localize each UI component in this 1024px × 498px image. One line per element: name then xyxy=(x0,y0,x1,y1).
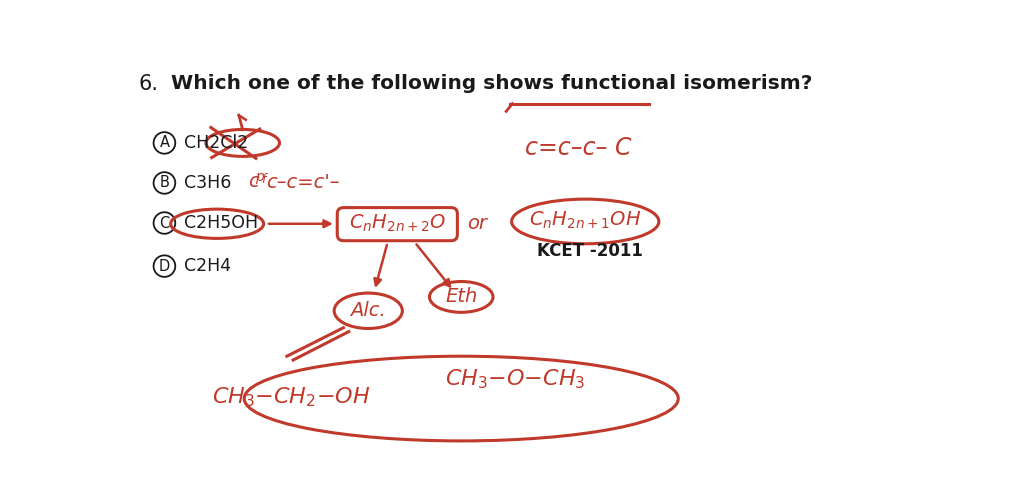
Text: C: C xyxy=(160,216,170,231)
Text: D: D xyxy=(159,258,170,273)
Text: C3H6: C3H6 xyxy=(183,174,231,192)
Text: Eth: Eth xyxy=(445,287,477,306)
Text: p: p xyxy=(255,170,264,184)
Text: KCET -2011: KCET -2011 xyxy=(538,242,643,260)
Text: $CH_3{-}O{-}CH_3$: $CH_3{-}O{-}CH_3$ xyxy=(445,368,586,391)
Text: c: c xyxy=(248,172,259,191)
Text: 6.: 6. xyxy=(139,74,159,94)
Text: or: or xyxy=(467,214,486,233)
Text: C2H5OH: C2H5OH xyxy=(183,214,258,232)
Text: B: B xyxy=(160,175,169,190)
Text: Which one of the following shows functional isomerism?: Which one of the following shows functio… xyxy=(171,74,812,93)
Text: CH2Cl2: CH2Cl2 xyxy=(183,134,248,152)
Text: c–c=c'–: c–c=c'– xyxy=(266,173,339,192)
Text: C2H4: C2H4 xyxy=(183,257,231,275)
Text: $CH_3{-}CH_2{-}OH$: $CH_3{-}CH_2{-}OH$ xyxy=(212,385,370,409)
Text: $C_nH_{2n+1}OH$: $C_nH_{2n+1}OH$ xyxy=(529,209,641,231)
Text: f: f xyxy=(261,173,265,186)
Text: $C_nH_{2n+2}O$: $C_nH_{2n+2}O$ xyxy=(349,213,446,235)
Text: A: A xyxy=(160,135,169,150)
Text: c=c–c– C: c=c–c– C xyxy=(524,136,632,160)
Text: Alc.: Alc. xyxy=(350,301,386,320)
